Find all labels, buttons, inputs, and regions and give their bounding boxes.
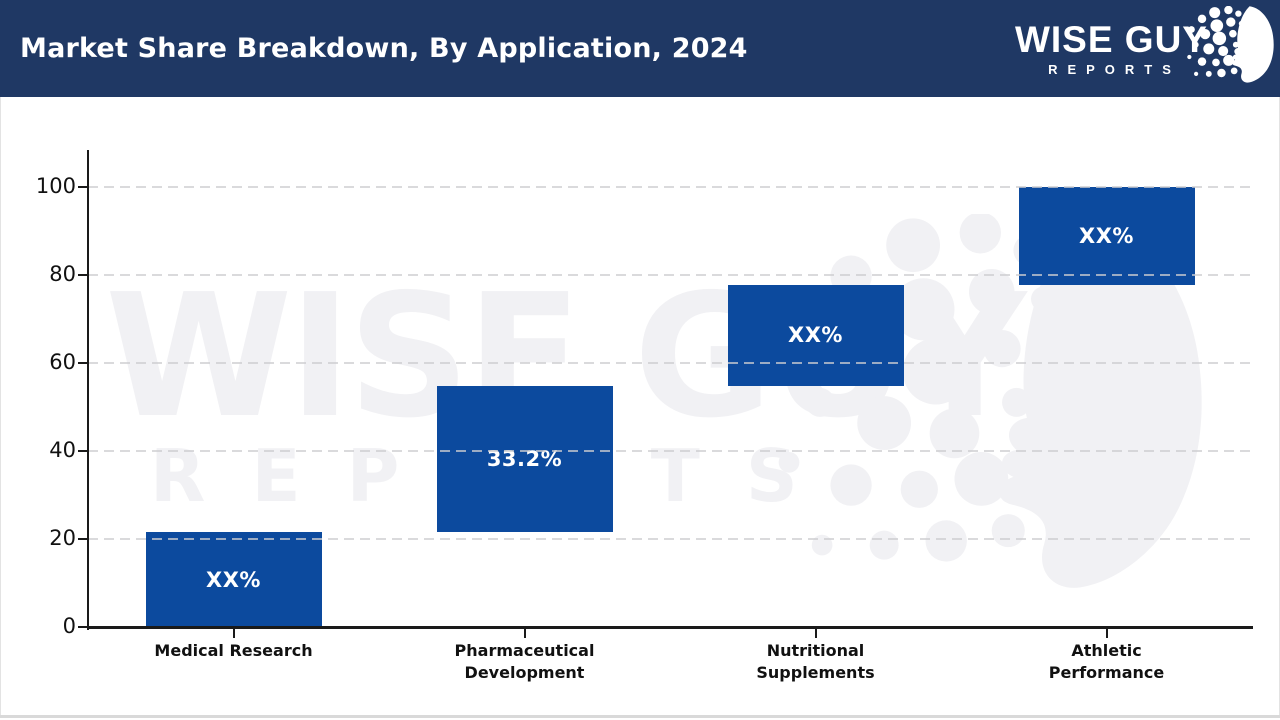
y-tick-label: 80 — [49, 262, 76, 286]
gridline-80 — [88, 274, 1252, 276]
y-tick — [78, 274, 87, 276]
bar-nutritional-supplements: XX% — [727, 284, 904, 387]
y-tick — [78, 362, 87, 364]
header-bar: Market Share Breakdown, By Application, … — [0, 0, 1280, 97]
x-tick — [523, 629, 526, 638]
bottom-divider — [0, 715, 1280, 718]
bar-value-label: XX% — [1079, 223, 1134, 248]
gridline-60 — [88, 362, 1252, 364]
x-tick — [1105, 629, 1108, 638]
x-category-label-pharmaceutical-development: Pharmaceutical Development — [375, 640, 675, 683]
x-category-label-line: Pharmaceutical — [454, 641, 595, 660]
x-category-label-line: Development — [464, 662, 585, 682]
x-axis-line — [87, 626, 1253, 629]
y-tick-label: 100 — [35, 174, 76, 198]
x-category-label-nutritional-supplements: Nutritional Supplements — [666, 640, 966, 683]
x-category-label-line: Nutritional — [766, 641, 865, 660]
y-tick — [78, 626, 87, 628]
bar-value-label: XX% — [206, 567, 261, 592]
logo-reports-text: REPORTS — [1048, 62, 1181, 77]
y-tick-label: 60 — [49, 350, 76, 374]
wise-guy-logo: WISE GUY REPORTS — [1015, 21, 1208, 77]
wise-guy-face-icon — [1187, 6, 1274, 83]
y-tick — [78, 186, 87, 188]
page-title: Market Share Breakdown, By Application, … — [20, 33, 748, 64]
x-category-label-line: Athletic — [1071, 641, 1142, 660]
x-tick — [232, 629, 235, 638]
logo-brand-text: WISE GUY — [1014, 19, 1208, 60]
x-tick — [814, 629, 817, 638]
gridline-40 — [88, 450, 1252, 452]
bar-athletic-performance: XX% — [1018, 187, 1195, 285]
x-category-label-line: Supplements — [756, 662, 875, 682]
x-category-label-medical-research: Medical Research — [84, 640, 384, 662]
y-tick-label: 40 — [49, 438, 76, 462]
x-category-label-athletic-performance: Athletic Performance — [957, 640, 1257, 683]
gridline-100 — [88, 186, 1252, 188]
y-axis-line — [87, 150, 89, 630]
y-tick — [78, 450, 87, 452]
bar-pharmaceutical-development: 33.2% — [436, 386, 613, 533]
bar-value-label: XX% — [788, 323, 843, 348]
y-tick-label: 0 — [62, 614, 76, 638]
y-tick — [78, 538, 87, 540]
gridline-20 — [88, 538, 1252, 540]
x-category-label-line: Medical Research — [154, 641, 313, 660]
y-tick-label: 20 — [49, 526, 76, 550]
x-category-label-line: Performance — [1048, 662, 1165, 682]
bar-medical-research: XX% — [145, 532, 322, 627]
